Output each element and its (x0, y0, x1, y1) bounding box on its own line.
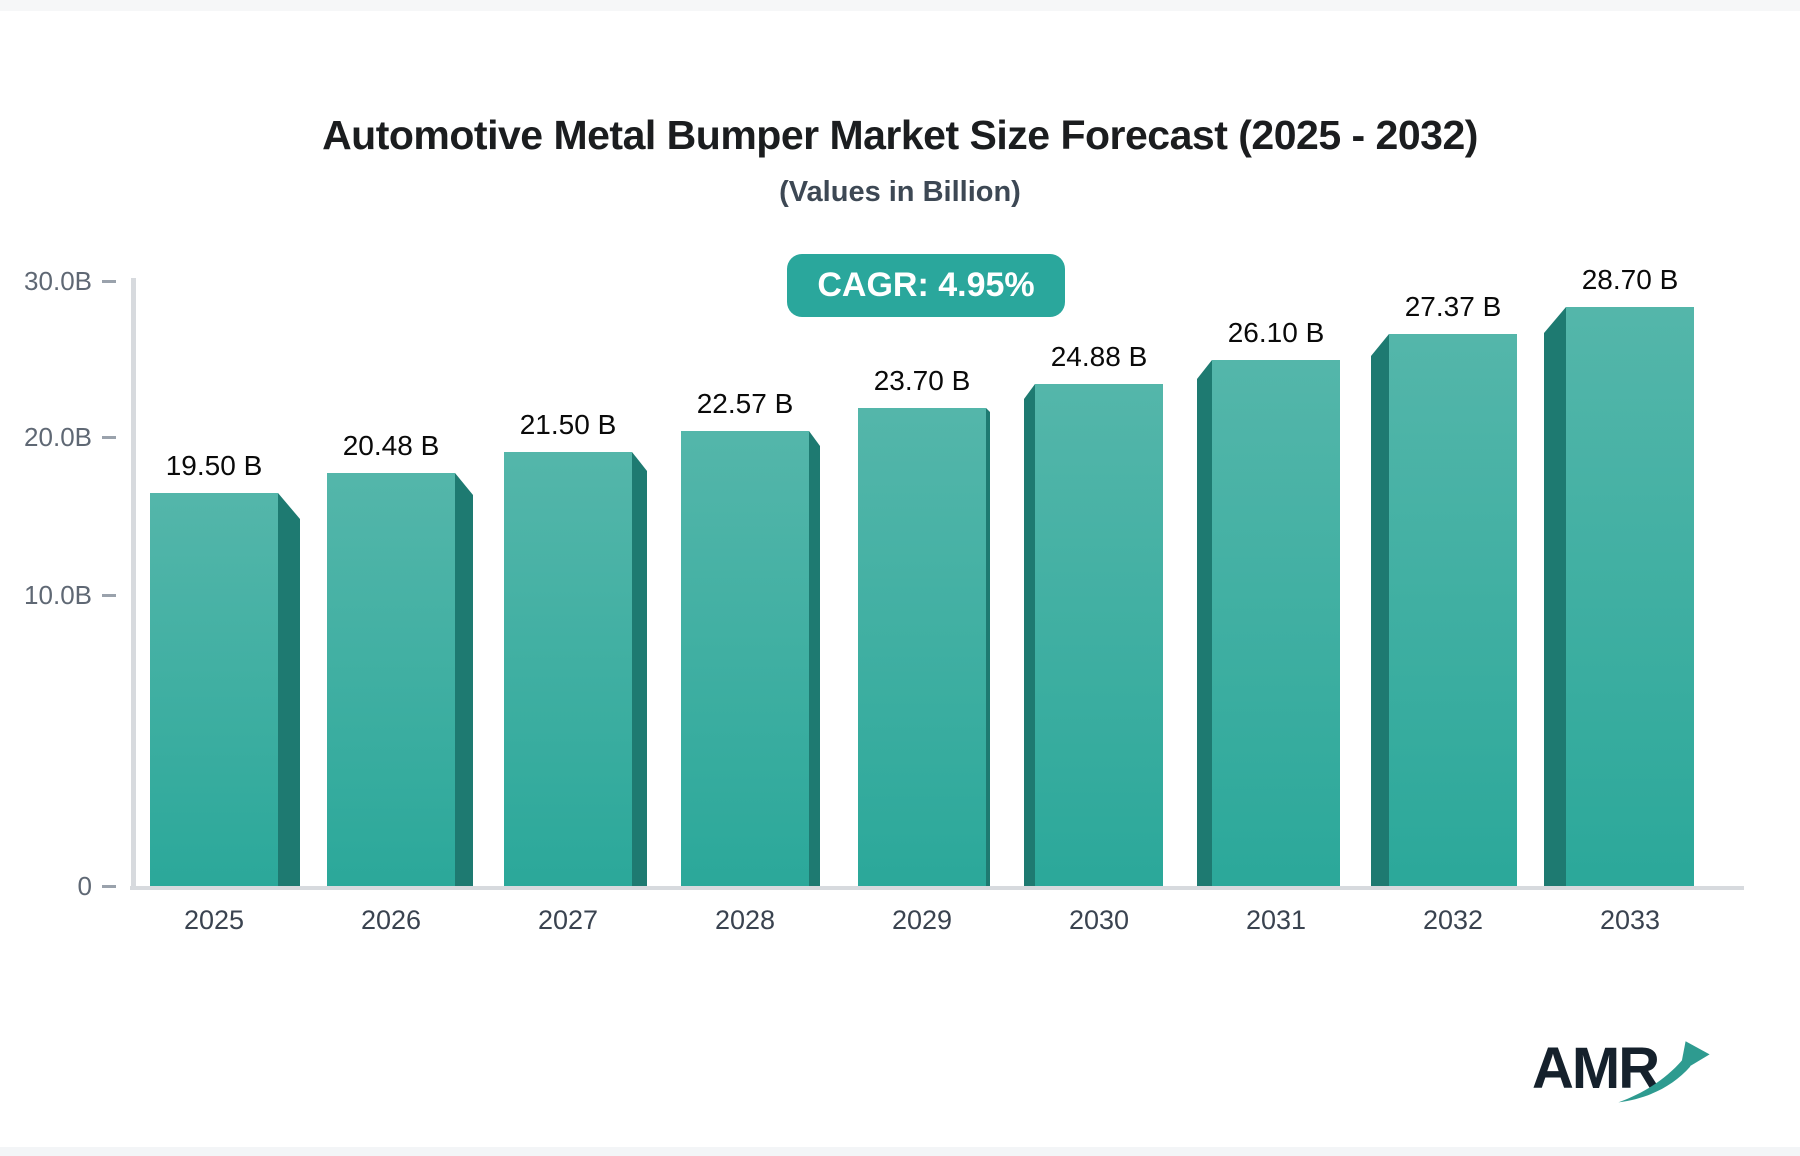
bar-value-label: 21.50 B (519, 409, 617, 440)
amr-logo: AMR (1532, 1038, 1732, 1108)
bar-side-2026 (455, 473, 473, 886)
bar-value-label: 24.88 B (1050, 341, 1148, 372)
page-edge-top (0, 0, 1800, 11)
bar-2030 (1035, 384, 1163, 886)
bar-value-label: 22.57 B (696, 388, 794, 419)
y-axis-tick-mark (102, 436, 116, 439)
bar-2033 (1566, 307, 1694, 886)
y-axis-tick-label: 0 (77, 871, 92, 901)
bar-2029 (858, 408, 986, 886)
x-axis-category-label: 2032 (1422, 905, 1484, 935)
chart-title: Automotive Metal Bumper Market Size Fore… (322, 112, 1478, 158)
bar-2026 (327, 473, 455, 886)
bar-2031 (1212, 360, 1340, 886)
bar-value-label: 19.50 B (165, 450, 263, 481)
x-axis-category-label: 2030 (1068, 905, 1130, 935)
x-axis-category-label: 2027 (537, 905, 599, 935)
x-axis-baseline (130, 886, 1744, 890)
bar-side-2030 (1024, 384, 1035, 886)
y-axis-tick-mark (102, 594, 116, 597)
bar-value-label: 23.70 B (873, 365, 971, 396)
bar-side-2031 (1197, 360, 1212, 886)
bar-value-label: 27.37 B (1404, 291, 1502, 322)
x-axis-category-label: 2031 (1245, 905, 1307, 935)
y-axis-tick-label: 30.0B (24, 266, 92, 296)
bar-side-2027 (632, 452, 647, 886)
chart-subtitle: (Values in Billion) (779, 176, 1021, 208)
bar-2032 (1389, 334, 1517, 886)
bar-side-2029 (986, 408, 990, 886)
page-edge-bottom (0, 1147, 1800, 1156)
bar-value-label: 26.10 B (1227, 317, 1325, 348)
y-axis-tick-mark (102, 280, 116, 283)
bar-side-2033 (1544, 307, 1566, 886)
bar-2028 (681, 431, 809, 886)
growth-arrow-icon (1618, 1041, 1710, 1103)
cagr-badge: CAGR: 4.95% (787, 254, 1065, 317)
y-axis-tick-label: 20.0B (24, 422, 92, 452)
bar-value-label: 20.48 B (342, 430, 440, 461)
bar-2025 (150, 493, 278, 886)
y-axis-tick-label: 10.0B (24, 580, 92, 610)
x-axis-category-label: 2026 (360, 905, 422, 935)
bar-side-2025 (278, 493, 300, 886)
bar-side-2032 (1371, 334, 1389, 886)
x-axis-category-label: 2028 (714, 905, 776, 935)
bar-value-label: 28.70 B (1581, 264, 1679, 295)
y-axis-tick-mark (102, 885, 116, 888)
x-axis-category-label: 2025 (183, 905, 245, 935)
amr-logo-text: AMR (1532, 1036, 1660, 1101)
x-axis-category-label: 2029 (891, 905, 953, 935)
bar-2027 (504, 452, 632, 886)
bar-side-2028 (809, 431, 820, 886)
x-axis-category-label: 2033 (1599, 905, 1661, 935)
y-axis-line (131, 278, 136, 890)
